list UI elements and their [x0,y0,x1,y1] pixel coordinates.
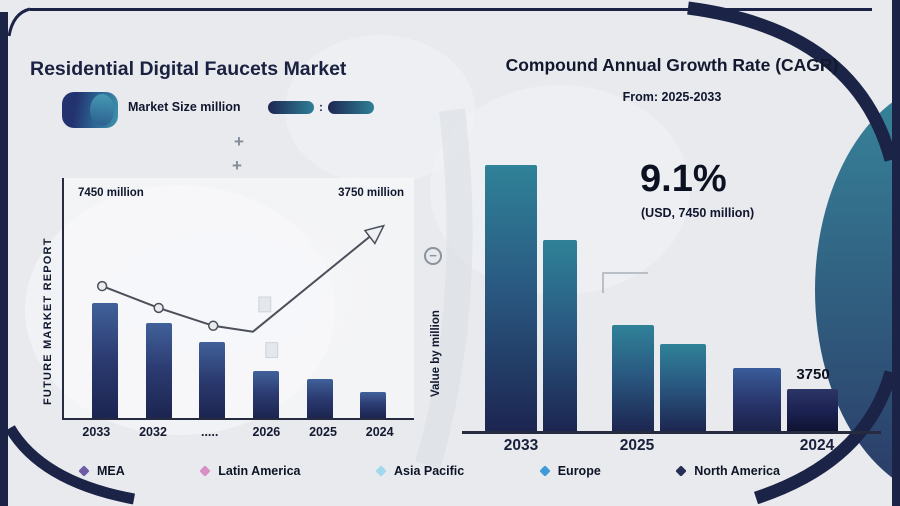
legend-label: MEA [97,464,125,478]
x-axis-label: 2024 [365,425,394,439]
market-size-legend-label: Market Size million [128,100,241,114]
legend-diamond-icon [78,465,90,477]
legend-item: Asia Pacific [375,464,465,478]
region-legend: MEA Latin America Asia Pacific Europe North … [78,464,780,478]
left-chart-xlabels: 2033 2032..... 2026 2025 2024 [62,425,414,439]
plus-icon: + [234,132,244,151]
circle-minus-icon: − [424,247,442,265]
legend-diamond-icon [539,465,551,477]
cagr-bar [733,368,781,432]
legend-label: Asia Pacific [394,464,465,478]
gradient-pill-icon [268,101,314,114]
x-axis-label: 2024 [799,437,835,454]
right-chart-ylabel: Value by million [430,310,442,397]
legend-label: North America [694,464,780,478]
trend-arrow [96,224,386,358]
x-axis-label: ..... [200,425,219,439]
gradient-scale: : [268,101,374,114]
cagr-bar [660,344,706,432]
cagr-bar [787,389,838,432]
gradient-pill-icon [328,101,374,114]
annotation-right: 3750 million [338,187,404,199]
legend-label: Europe [557,464,601,478]
right-chart-title: Compound Annual Growth Rate (CAGR) [505,55,839,75]
x-axis-label: 2033 [82,425,111,439]
bar-slot [346,218,400,418]
legend-item: Latin America [199,464,301,478]
legend-diamond-icon [375,465,387,477]
legend-item: North America [675,464,780,478]
cagr-bar [485,165,537,432]
legend-diamond-icon [199,465,211,477]
legend-diamond-icon [675,465,687,477]
cagr-bar [612,325,654,432]
left-chart-title: Residential Digital Faucets Market [30,58,347,80]
left-border [0,12,8,506]
right-chart-axis [462,431,881,434]
right-chart-bars [465,160,880,432]
plus-icon: + [232,156,242,175]
top-border [30,8,872,11]
right-chart-xlabels: 2033 2025 2024 [465,437,880,457]
left-chart-ylabel: FUTURE MARKET REPORT [42,237,54,405]
data-label: 3750 [796,366,830,383]
legend-item: MEA [78,464,125,478]
database-icon [62,92,118,128]
cagr-bar [543,240,577,432]
right-chart-subtitle: From: 2025-2033 [622,90,722,104]
legend-label: Latin America [218,464,301,478]
pill-separator: : [319,100,323,114]
x-axis-label: 2025 [619,437,655,454]
market-size-bar [360,392,387,418]
legend-item: Europe [539,464,601,478]
market-size-chart: 7450 million 3750 million [62,178,414,420]
x-axis-label: 2032 [139,425,167,439]
x-axis-label: 2025 [309,425,337,439]
x-axis-label: 2033 [503,437,539,454]
x-axis-label: 2026 [252,425,281,439]
